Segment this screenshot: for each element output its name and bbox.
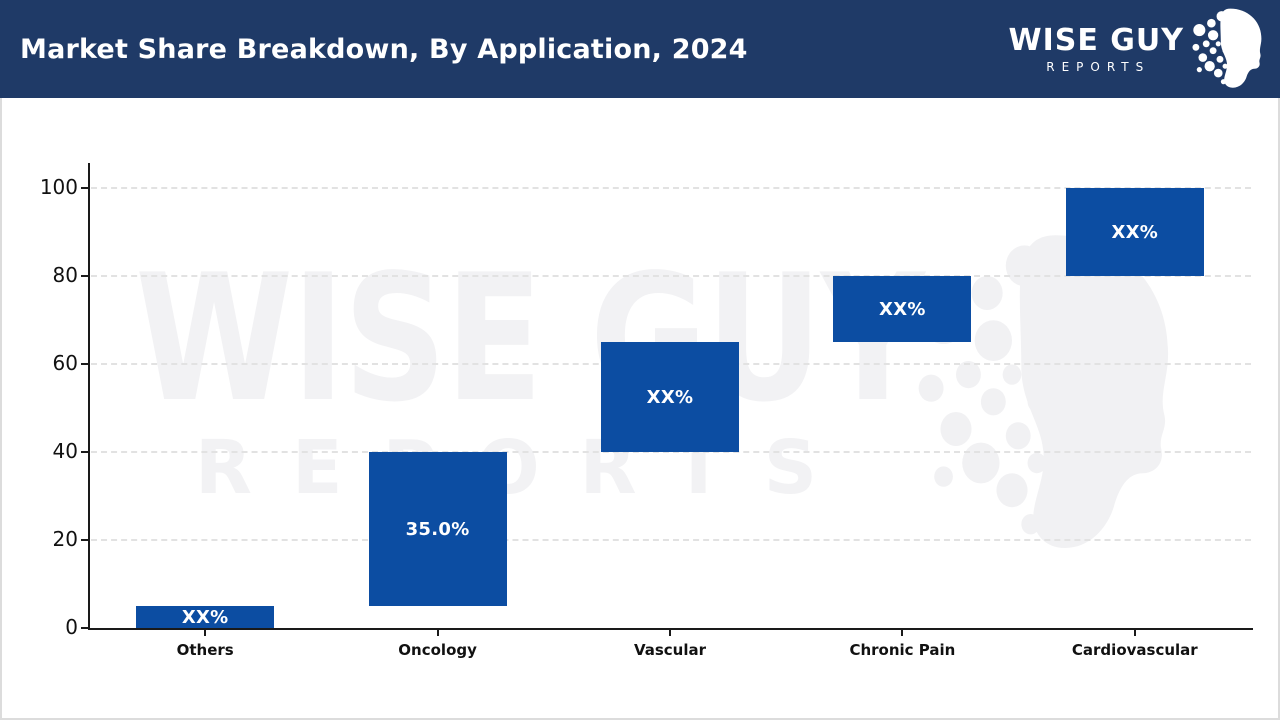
x-category-label: Oncology bbox=[398, 641, 477, 659]
y-tick-label: 20 bbox=[52, 527, 78, 551]
y-gridline bbox=[91, 275, 1251, 277]
x-category-label: Cardiovascular bbox=[1071, 641, 1198, 659]
x-axis-tick bbox=[901, 628, 904, 636]
y-axis-tick bbox=[81, 363, 89, 365]
dotted-head-profile-icon bbox=[1192, 8, 1262, 88]
x-axis-tick bbox=[669, 628, 671, 636]
x-axis-tick bbox=[436, 628, 439, 636]
y-gridline bbox=[91, 539, 1251, 541]
logo-name: WISE GUY bbox=[1008, 22, 1184, 58]
x-category-label: Others bbox=[176, 641, 234, 659]
y-tick-label: 80 bbox=[52, 263, 78, 287]
logo-text: WISE GUY REPORTS bbox=[1008, 22, 1184, 74]
y-gridline bbox=[91, 451, 1251, 453]
wise-guy-logo: WISE GUY REPORTS bbox=[1008, 6, 1266, 92]
y-tick-label: 100 bbox=[39, 175, 78, 199]
y-axis-tick bbox=[81, 275, 89, 277]
header-bar: Market Share Breakdown, By Application, … bbox=[0, 0, 1280, 98]
x-axis-tick bbox=[204, 628, 207, 636]
y-axis-tick bbox=[81, 627, 89, 629]
y-axis-line bbox=[88, 163, 90, 630]
x-category-label: Vascular bbox=[633, 641, 707, 659]
bar-value-label: XX% bbox=[1111, 221, 1159, 243]
bar-cardiovascular: XX% bbox=[1065, 188, 1204, 276]
page-title: Market Share Breakdown, By Application, … bbox=[20, 33, 748, 65]
y-axis-tick bbox=[81, 451, 89, 453]
bar-value-label: XX% bbox=[646, 386, 694, 408]
bar-chronic-pain: XX% bbox=[833, 276, 972, 342]
x-axis-line bbox=[89, 628, 1253, 630]
x-axis-tick bbox=[1133, 628, 1136, 636]
y-tick-label: 40 bbox=[52, 439, 78, 463]
bar-oncology: 35.0% bbox=[368, 452, 507, 606]
logo-tagline: REPORTS bbox=[1046, 59, 1151, 74]
y-gridline bbox=[91, 187, 1251, 189]
x-category-label: Chronic Pain bbox=[849, 641, 956, 659]
y-axis-tick bbox=[81, 539, 89, 541]
bar-value-label: XX% bbox=[879, 298, 926, 320]
y-axis-tick bbox=[81, 187, 89, 189]
bar-others: XX% bbox=[136, 606, 275, 628]
y-tick-label: 0 bbox=[65, 615, 78, 639]
bar-vascular: XX% bbox=[601, 342, 739, 452]
y-tick-label: 60 bbox=[52, 351, 78, 375]
bar-value-label: 35.0% bbox=[405, 518, 470, 540]
bar-value-label: XX% bbox=[181, 606, 229, 628]
